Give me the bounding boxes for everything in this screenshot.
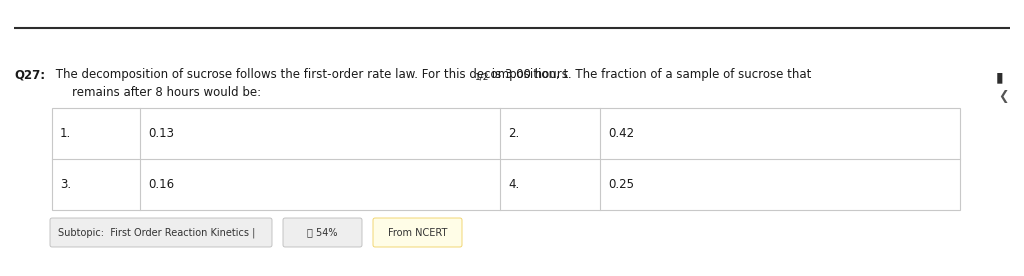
Text: 0.16: 0.16 — [148, 178, 174, 191]
Text: is 3.00 hours. The fraction of a sample of sucrose that: is 3.00 hours. The fraction of a sample … — [487, 68, 811, 81]
Text: ▮: ▮ — [996, 70, 1004, 84]
Text: 3.: 3. — [60, 178, 71, 191]
Text: 2.: 2. — [508, 127, 519, 140]
FancyBboxPatch shape — [50, 218, 272, 247]
Text: 1/2: 1/2 — [475, 72, 489, 81]
Bar — [52, 108, 961, 210]
Text: 0.42: 0.42 — [608, 127, 634, 140]
Text: Subtopic:  First Order Reaction Kinetics |: Subtopic: First Order Reaction Kinetics … — [58, 227, 255, 238]
FancyBboxPatch shape — [283, 218, 362, 247]
Text: 0.25: 0.25 — [608, 178, 634, 191]
Text: Q27:: Q27: — [14, 68, 45, 81]
Text: 4.: 4. — [508, 178, 519, 191]
Text: 0.13: 0.13 — [148, 127, 174, 140]
Text: 1.: 1. — [60, 127, 72, 140]
Text: 👍 54%: 👍 54% — [307, 227, 338, 238]
FancyBboxPatch shape — [373, 218, 462, 247]
Text: ❮: ❮ — [998, 90, 1009, 103]
Text: remains after 8 hours would be:: remains after 8 hours would be: — [72, 86, 261, 99]
Text: From NCERT: From NCERT — [388, 227, 447, 238]
Text: The decomposition of sucrose follows the first-order rate law. For this decompos: The decomposition of sucrose follows the… — [52, 68, 568, 81]
